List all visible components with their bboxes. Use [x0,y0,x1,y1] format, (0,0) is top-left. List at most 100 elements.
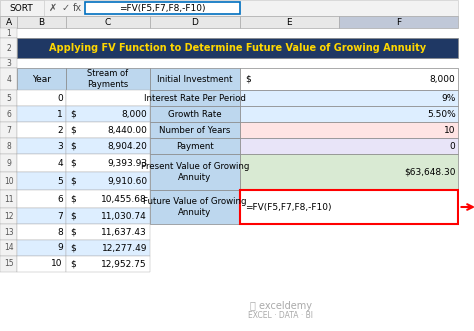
Bar [0,172,18,190]
Text: Year: Year [32,74,51,83]
Text: A: A [6,18,12,26]
Text: Stream of
Payments: Stream of Payments [87,69,128,89]
Text: $: $ [245,74,250,83]
Bar [18,68,66,90]
Text: 8,440.00: 8,440.00 [107,125,147,134]
Text: 8,000: 8,000 [430,74,456,83]
Bar [0,16,18,28]
Bar [18,138,66,154]
Text: 5: 5 [6,93,11,103]
Text: $: $ [71,244,76,253]
Text: 1: 1 [6,28,11,37]
Bar [0,68,18,90]
Text: C: C [105,18,111,26]
Text: Initial Investment: Initial Investment [157,74,233,83]
Text: 9,910.60: 9,910.60 [107,176,147,185]
Bar [150,138,240,154]
Bar [0,106,18,122]
Bar [0,0,458,16]
Bar [18,256,66,272]
Bar [66,256,150,272]
Text: =FV(F5,F7,F8,-F10): =FV(F5,F7,F8,-F10) [245,203,331,212]
Text: $: $ [71,141,76,151]
Bar [0,122,18,138]
Bar [0,90,18,106]
Bar [18,90,66,106]
Text: 8: 8 [57,227,63,237]
Bar [18,224,66,240]
Bar [150,154,240,190]
Bar [0,58,18,68]
Text: 4: 4 [57,159,63,167]
Text: fx: fx [73,3,82,13]
Text: 3: 3 [6,59,11,68]
Text: Future Value of Growing
Annuity: Future Value of Growing Annuity [143,197,246,217]
Bar [66,208,150,224]
Text: Present Value of Growing
Annuity: Present Value of Growing Annuity [141,162,249,182]
Text: 12,952.75: 12,952.75 [101,260,147,268]
Text: $: $ [71,176,76,185]
Bar [85,2,240,14]
Text: ✓: ✓ [62,3,70,13]
Bar [0,190,18,208]
Text: 15: 15 [4,260,14,268]
Bar [0,38,18,58]
Text: $: $ [71,195,76,204]
Bar [18,16,66,28]
Text: Number of Years: Number of Years [159,125,230,134]
Bar [240,90,458,106]
Text: 5.50%: 5.50% [427,110,456,118]
Bar [240,122,458,138]
Text: $: $ [71,125,76,134]
Text: $: $ [71,260,76,268]
Bar [18,154,66,172]
Bar [0,240,18,256]
Text: E: E [286,18,292,26]
Text: 9: 9 [57,244,63,253]
Text: 9,393.93: 9,393.93 [107,159,147,167]
Text: 🏢 exceldemy: 🏢 exceldemy [249,301,311,311]
Text: 10: 10 [4,176,14,185]
Bar [66,138,150,154]
Text: 8,000: 8,000 [121,110,147,118]
Text: 12,277.49: 12,277.49 [101,244,147,253]
Text: 9: 9 [6,159,11,167]
Bar [18,122,66,138]
Text: 8: 8 [6,141,11,151]
Text: 12: 12 [4,212,13,220]
Bar [0,0,44,16]
Text: 0: 0 [57,93,63,103]
Bar [18,172,66,190]
Text: 10,455.68: 10,455.68 [101,195,147,204]
Text: Interest Rate Per Period: Interest Rate Per Period [144,93,246,103]
Text: 5: 5 [57,176,63,185]
Text: SORT: SORT [9,4,33,13]
Text: =FV(F5,F7,F8,-F10): =FV(F5,F7,F8,-F10) [119,4,206,13]
Bar [240,68,458,90]
Bar [338,16,458,28]
Bar [18,106,66,122]
Bar [0,28,18,38]
Text: $63,648.30: $63,648.30 [404,167,456,176]
Bar [240,154,458,190]
Bar [150,16,240,28]
Text: 2: 2 [57,125,63,134]
Bar [240,16,338,28]
Text: Growth Rate: Growth Rate [168,110,222,118]
Text: 7: 7 [6,125,11,134]
Bar [240,106,458,122]
Text: $: $ [71,212,76,220]
Bar [66,190,150,208]
Bar [150,90,240,106]
Bar [66,240,150,256]
Text: 14: 14 [4,244,14,253]
Text: 8,904.20: 8,904.20 [107,141,147,151]
Bar [150,190,240,224]
Bar [66,172,150,190]
Text: 6: 6 [6,110,11,118]
Bar [18,38,458,58]
Bar [0,138,18,154]
Text: 9%: 9% [441,93,456,103]
Text: F: F [396,18,401,26]
Text: 10: 10 [51,260,63,268]
